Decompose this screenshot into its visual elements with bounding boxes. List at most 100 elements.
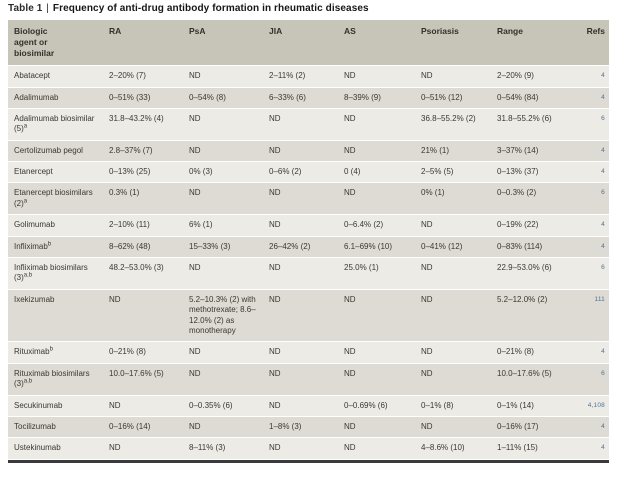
agent-name: Secukinumab	[14, 400, 63, 410]
cell-as: 6.1–69% (10)	[338, 236, 415, 258]
cell-refs-link[interactable]: 4	[580, 342, 609, 363]
table-title: Table 1 | Frequency of anti-drug antibod…	[8, 1, 611, 19]
table-row: Rituximabb 0–21% (8) ND ND ND ND 0–21% (8) 4	[8, 342, 609, 363]
cell-refs-link[interactable]: 4	[580, 140, 609, 162]
agent-name: Abatacept	[14, 71, 51, 81]
cell-range: 5.2–12.0% (2)	[491, 289, 580, 342]
cell-psa: 6% (1)	[183, 215, 263, 236]
cell-psoriasis: 2–5% (5)	[415, 162, 491, 183]
table-row: Tocilizumab 0–16% (14) ND 1–8% (3) ND ND 0–16%…	[8, 416, 609, 438]
agent-footnote-marker: a	[23, 123, 28, 130]
cell-ra: 0–51% (33)	[103, 87, 183, 108]
cell-ra: 2–20% (7)	[103, 66, 183, 87]
table-row: Infliximab biosimilars (3)a,b 48.2–53.0% …	[8, 258, 609, 289]
cell-agent: Tocilizumab	[8, 416, 103, 438]
agent-footnote-marker: b	[47, 241, 52, 247]
cell-jia: ND	[263, 395, 338, 416]
cell-refs-link[interactable]: 111	[580, 289, 609, 342]
cell-refs-link[interactable]: 4	[580, 236, 609, 258]
cell-refs-link[interactable]: 4	[580, 66, 609, 87]
agent-name: Ixekizumab	[14, 294, 55, 304]
cell-jia: ND	[263, 438, 338, 459]
cell-ra: 2.8–37% (7)	[103, 140, 183, 162]
agent-name: Infliximab biosimilars (3)	[14, 263, 88, 283]
cell-as: 0–0.69% (6)	[338, 395, 415, 416]
table-row: Ustekinumab ND 8–11% (3) ND ND 4–8.6% (10) 1–1…	[8, 438, 609, 459]
agent-name: Golimumab	[14, 220, 55, 230]
cell-jia: 2–11% (2)	[263, 66, 338, 87]
cell-refs-link[interactable]: 4	[580, 215, 609, 236]
cell-psa: ND	[183, 342, 263, 363]
cell-as: ND	[338, 342, 415, 363]
cell-refs-link[interactable]: 6	[580, 258, 609, 289]
table-row: Secukinumab ND 0–0.35% (6) ND 0–0.69% (6) 0–1…	[8, 395, 609, 416]
cell-jia: ND	[263, 258, 338, 289]
cell-jia: 26–42% (2)	[263, 236, 338, 258]
col-header-refs: Refs	[580, 20, 609, 66]
cell-as: ND	[338, 363, 415, 395]
cell-psa: 5.2–10.3% (2) with methotrexate; 8.6–12.…	[183, 289, 263, 342]
cell-jia: 1–8% (3)	[263, 416, 338, 438]
cell-psoriasis: 0–41% (12)	[415, 236, 491, 258]
header-row: Biologic agent or biosimilar RA PsA JIA …	[8, 20, 609, 66]
cell-psoriasis: ND	[415, 215, 491, 236]
cell-refs-link[interactable]: 4	[580, 416, 609, 438]
cell-psa: 0–0.35% (6)	[183, 395, 263, 416]
cell-range: 0–1% (14)	[491, 395, 580, 416]
table-title-text: Frequency of anti-drug antibody formatio…	[52, 3, 369, 14]
cell-jia: 0–6% (2)	[263, 162, 338, 183]
col-header-psa: PsA	[183, 20, 263, 66]
agent-name: Rituximab	[14, 347, 50, 357]
title-separator: |	[43, 3, 52, 14]
cell-refs-link[interactable]: 6	[580, 363, 609, 395]
cell-psoriasis: 0–1% (8)	[415, 395, 491, 416]
cell-as: ND	[338, 66, 415, 87]
cell-as: ND	[338, 183, 415, 215]
cell-as: ND	[338, 416, 415, 438]
paper-table-figure: Table 1 | Frequency of anti-drug antibod…	[8, 1, 611, 463]
cell-psa: ND	[183, 183, 263, 215]
cell-agent: Secukinumab	[8, 395, 103, 416]
cell-range: 1–11% (15)	[491, 438, 580, 459]
col-header-psoriasis: Psoriasis	[415, 20, 491, 66]
table-row: Infliximabb 8–62% (48) 15–33% (3) 26–42% (2…	[8, 236, 609, 258]
table-row: Certolizumab pegol 2.8–37% (7) ND ND ND 21% (…	[8, 140, 609, 162]
cell-ra: ND	[103, 289, 183, 342]
cell-psoriasis: ND	[415, 258, 491, 289]
table-row: Ixekizumab ND 5.2–10.3% (2) with methotrex…	[8, 289, 609, 342]
cell-refs-link[interactable]: 4	[580, 162, 609, 183]
cell-psa: 15–33% (3)	[183, 236, 263, 258]
table-row: Abatacept 2–20% (7) ND 2–11% (2) ND ND 2–20% (…	[8, 66, 609, 87]
cell-refs-link[interactable]: 4	[580, 87, 609, 108]
cell-agent: Etanercept	[8, 162, 103, 183]
cell-range: 31.8–55.2% (6)	[491, 108, 580, 140]
table-row: Adalimumab biosimilar (5)a 31.8–43.2% (4)…	[8, 108, 609, 140]
cell-refs-link[interactable]: 4	[580, 438, 609, 459]
cell-psoriasis: ND	[415, 66, 491, 87]
col-header-as: AS	[338, 20, 415, 66]
table-number: Table 1	[8, 3, 43, 14]
cell-psoriasis: ND	[415, 342, 491, 363]
col-header-agent: Biologic agent or biosimilar	[8, 20, 103, 66]
cell-ra: 0–16% (14)	[103, 416, 183, 438]
col-header-jia: JIA	[263, 20, 338, 66]
cell-range: 22.9–53.0% (6)	[491, 258, 580, 289]
cell-agent: Adalimumab	[8, 87, 103, 108]
cell-agent: Etanercept biosimilars (2)a	[8, 183, 103, 215]
cell-ra: 48.2–53.0% (3)	[103, 258, 183, 289]
table-body: Abatacept 2–20% (7) ND 2–11% (2) ND ND 2–20% (…	[8, 66, 609, 459]
cell-range: 0–19% (22)	[491, 215, 580, 236]
table-row: Golimumab 2–10% (11) 6% (1) ND 0–6.4% (2) ND 0…	[8, 215, 609, 236]
cell-refs-link[interactable]: 6	[580, 108, 609, 140]
cell-refs-link[interactable]: 6	[580, 183, 609, 215]
cell-psoriasis: 36.8–55.2% (2)	[415, 108, 491, 140]
cell-psoriasis: ND	[415, 416, 491, 438]
agent-name: Adalimumab	[14, 92, 59, 102]
cell-psa: ND	[183, 66, 263, 87]
cell-range: 2–20% (9)	[491, 66, 580, 87]
adab-frequency-table: Biologic agent or biosimilar RA PsA JIA …	[8, 19, 609, 463]
cell-ra: 0–13% (25)	[103, 162, 183, 183]
cell-ra: 0–21% (8)	[103, 342, 183, 363]
cell-psa: 0% (3)	[183, 162, 263, 183]
cell-refs-link[interactable]: 4,108	[580, 395, 609, 416]
